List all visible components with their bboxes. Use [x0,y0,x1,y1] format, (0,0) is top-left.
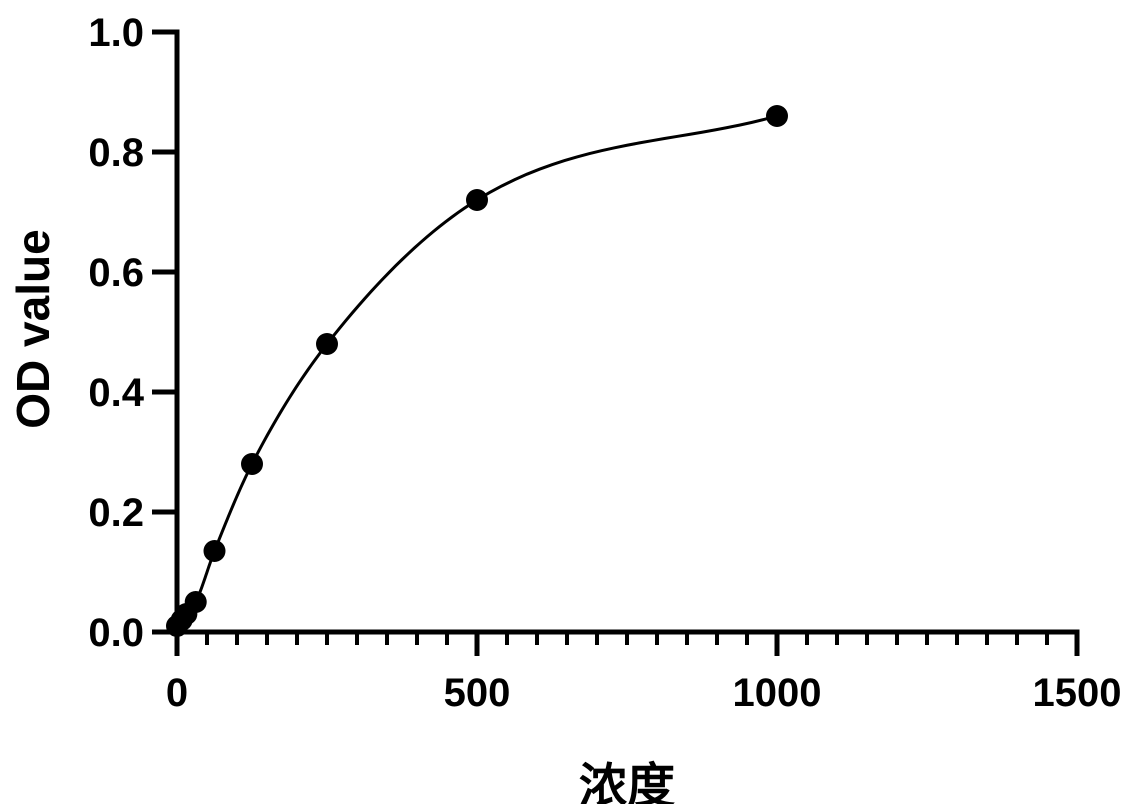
data-point [316,333,338,355]
data-point [466,189,488,211]
x-tick-label: 0 [166,671,188,715]
y-axis-title: OD value [7,229,59,429]
y-tick-label: 0.6 [88,251,144,295]
x-tick-label: 500 [444,671,511,715]
x-tick-label: 1500 [1033,671,1122,715]
data-point [766,105,788,127]
y-tick-label: 0.0 [88,611,144,655]
data-point [184,591,207,613]
y-tick-label: 1.0 [88,11,144,55]
y-tick-label: 0.2 [88,491,144,535]
x-tick-label: 1000 [733,671,822,715]
x-axis-title: 浓度 [578,760,675,804]
data-point [203,540,226,562]
data-point [241,453,263,475]
y-tick-label: 0.8 [88,131,144,175]
y-tick-label: 0.4 [88,371,144,415]
